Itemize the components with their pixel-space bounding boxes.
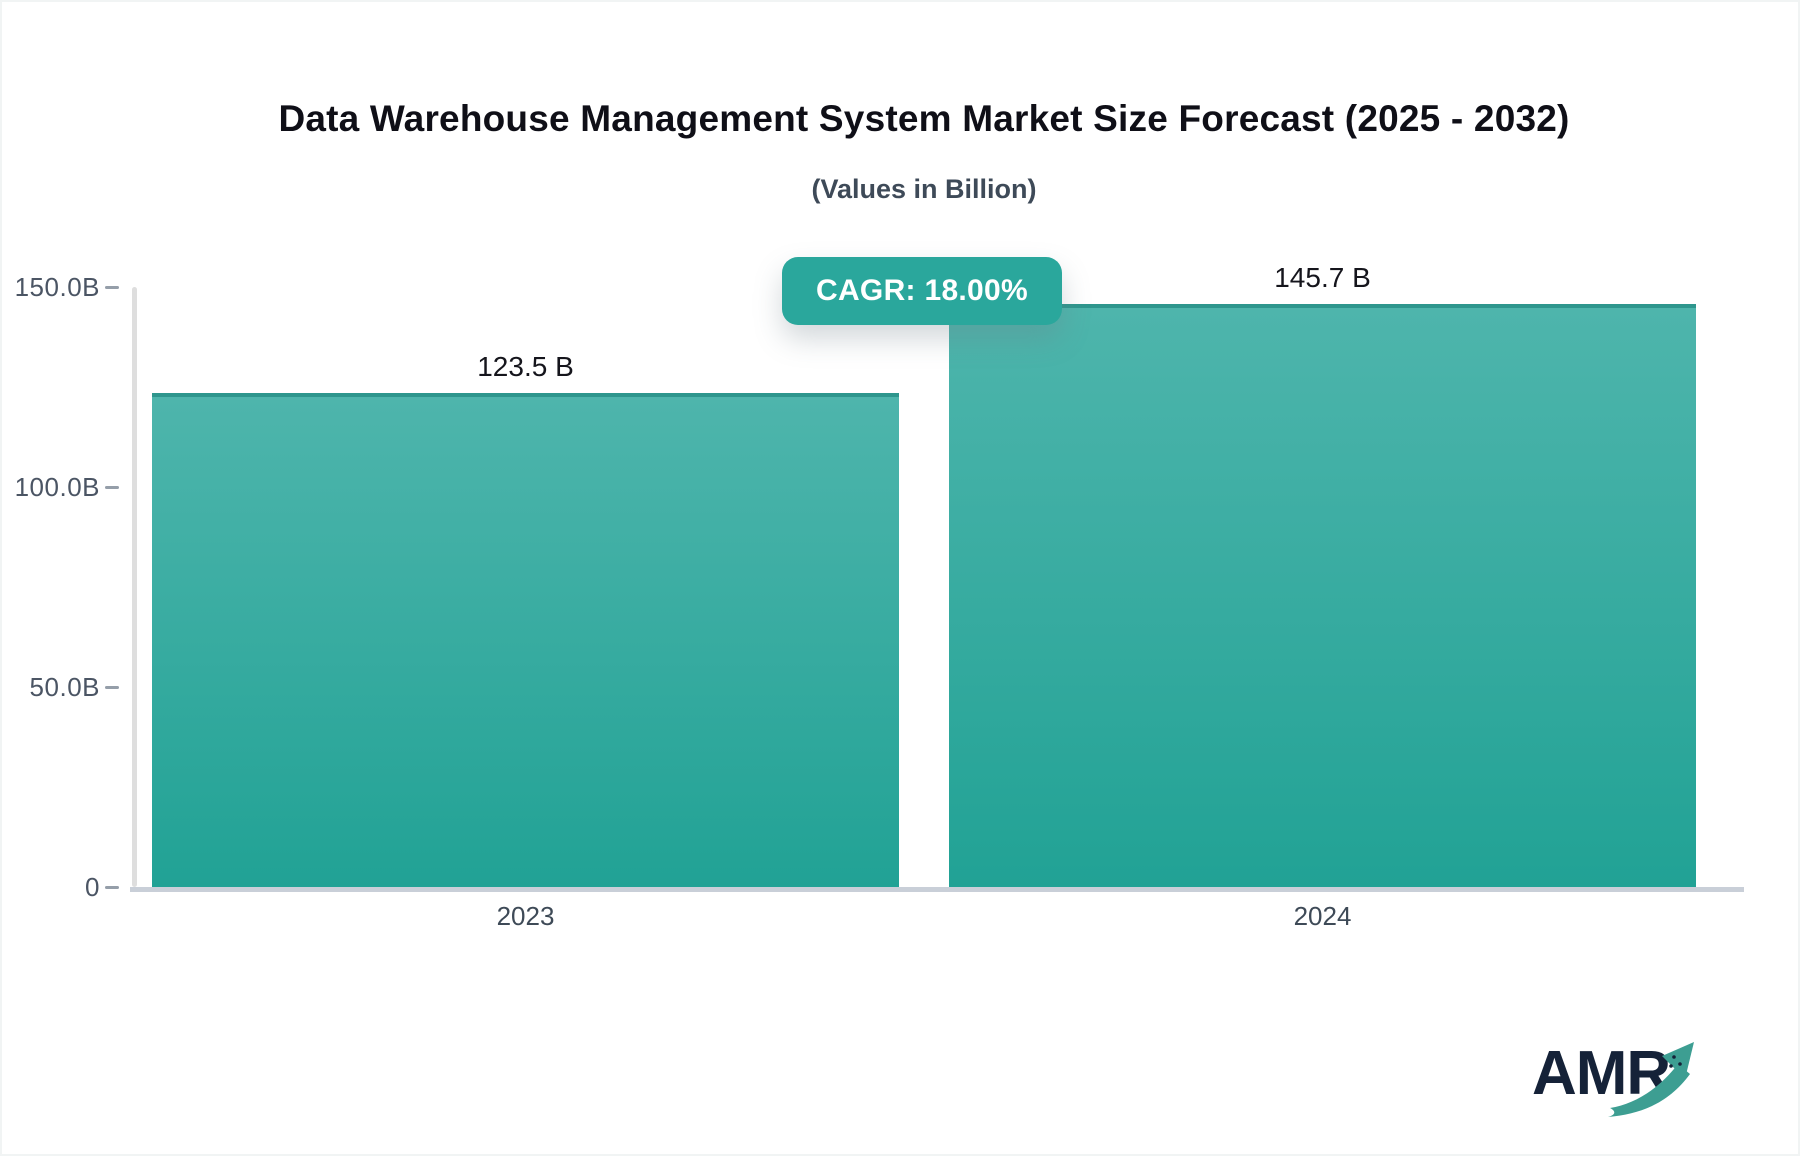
y-tick-dash <box>105 685 119 689</box>
amr-logo-arrow-tail <box>1608 1064 1690 1117</box>
x-axis-baseline <box>130 887 1744 892</box>
y-axis-line <box>132 287 137 887</box>
bar-value-label-2023: 123.5 B <box>477 351 574 382</box>
y-tick-dash <box>105 885 119 889</box>
amr-logo-dot <box>1678 1062 1682 1066</box>
bar-2023[interactable] <box>152 393 899 887</box>
x-axis-label-2023: 2023 <box>496 901 555 931</box>
y-tick-dash <box>105 485 119 489</box>
amr-logo-dot <box>1672 1055 1676 1059</box>
y-tick-label: 0 <box>85 872 100 902</box>
x-axis-label-2024: 2024 <box>1293 901 1352 931</box>
y-tick-label: 150.0B <box>14 272 100 302</box>
chart-subtitle: (Values in Billion) <box>811 174 1037 204</box>
amr-logo-arrow-head <box>1662 1042 1694 1079</box>
y-tick-dash <box>105 285 119 289</box>
y-tick-label: 100.0B <box>14 472 100 502</box>
y-tick-label: 50.0B <box>29 672 100 702</box>
amr-logo: AMR <box>1532 1039 1694 1117</box>
cagr-badge: CAGR: 18.00% <box>782 257 1063 325</box>
chart-title: Data Warehouse Management System Market … <box>278 98 1570 139</box>
amr-logo-dot <box>1669 1064 1673 1068</box>
bar-value-label-2024: 145.7 B <box>1274 262 1371 294</box>
bar-2024[interactable] <box>949 304 1696 887</box>
